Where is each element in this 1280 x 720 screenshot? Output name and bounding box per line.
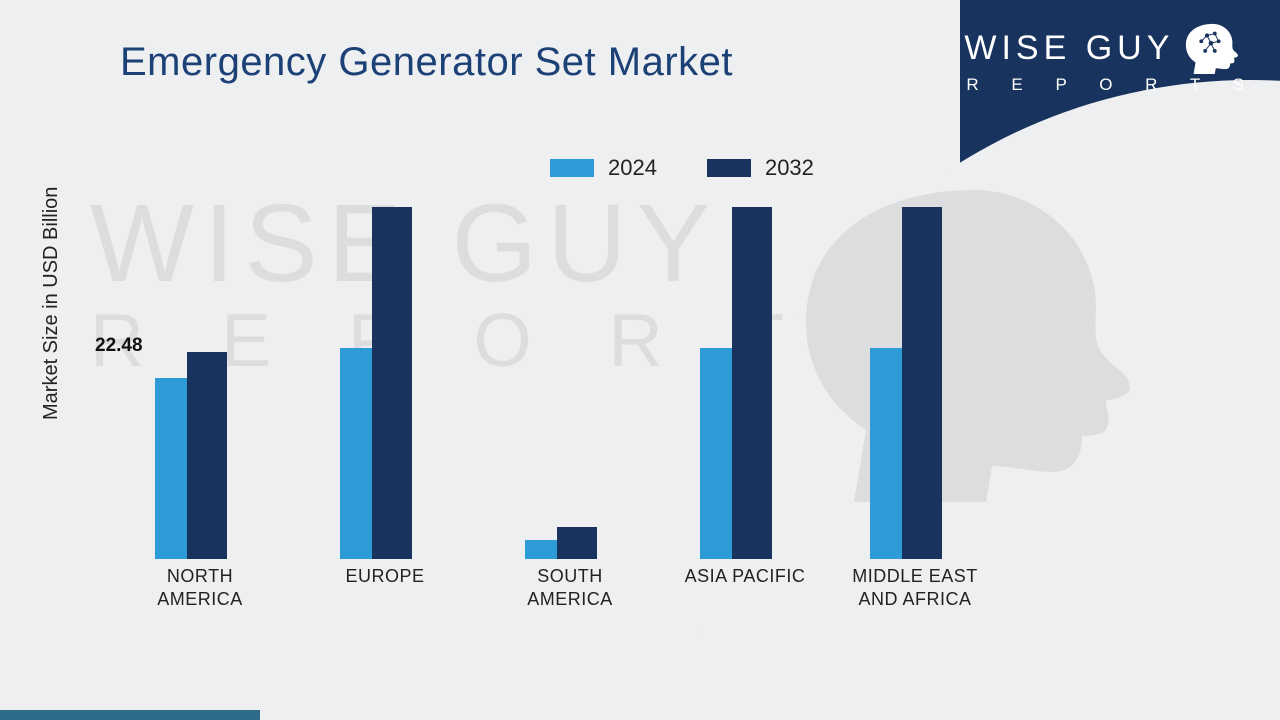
bar-group — [525, 527, 645, 559]
bar-value-label: 22.48 — [95, 335, 143, 357]
chart: Market Size in USD Billion 2024 2032 22.… — [60, 160, 980, 680]
legend-label-2032: 2032 — [765, 155, 814, 181]
x-axis-label: NORTH AMERICA — [125, 565, 275, 610]
x-axis-label: EUROPE — [310, 565, 460, 588]
bar-group — [340, 207, 460, 559]
x-axis-label: SOUTH AMERICA — [495, 565, 645, 610]
bar-2032 — [557, 527, 597, 559]
brand-line1: WISE GUY — [964, 31, 1174, 65]
chart-title: Emergency Generator Set Market — [120, 40, 733, 85]
legend-item-2024: 2024 — [550, 155, 657, 181]
bar-2032 — [902, 207, 942, 559]
legend-swatch-2024 — [550, 159, 594, 177]
bar-2032 — [187, 352, 227, 559]
bar-group — [700, 207, 820, 559]
plot-area: 22.48 — [125, 190, 980, 560]
y-axis-label: Market Size in USD Billion — [40, 187, 63, 420]
legend-swatch-2032 — [707, 159, 751, 177]
x-axis-labels: NORTH AMERICA EUROPE SOUTH AMERICA ASIA PAC… — [125, 565, 980, 685]
legend: 2024 2032 — [550, 155, 814, 181]
x-axis-label: ASIA PACIFIC — [670, 565, 820, 588]
legend-item-2032: 2032 — [707, 155, 814, 181]
legend-label-2024: 2024 — [608, 155, 657, 181]
x-axis-label: MIDDLE EAST AND AFRICA — [840, 565, 990, 610]
bar-2032 — [372, 207, 412, 559]
bottom-accent-bar — [0, 710, 260, 720]
bar-group — [155, 352, 275, 559]
bar-2032 — [732, 207, 772, 559]
bar-group — [870, 207, 990, 559]
brand-logo: WISE GUY R E P O R T S — [964, 22, 1258, 93]
brand-line2: R E P O R T S — [964, 76, 1258, 93]
head-silhouette-icon — [1180, 22, 1238, 74]
